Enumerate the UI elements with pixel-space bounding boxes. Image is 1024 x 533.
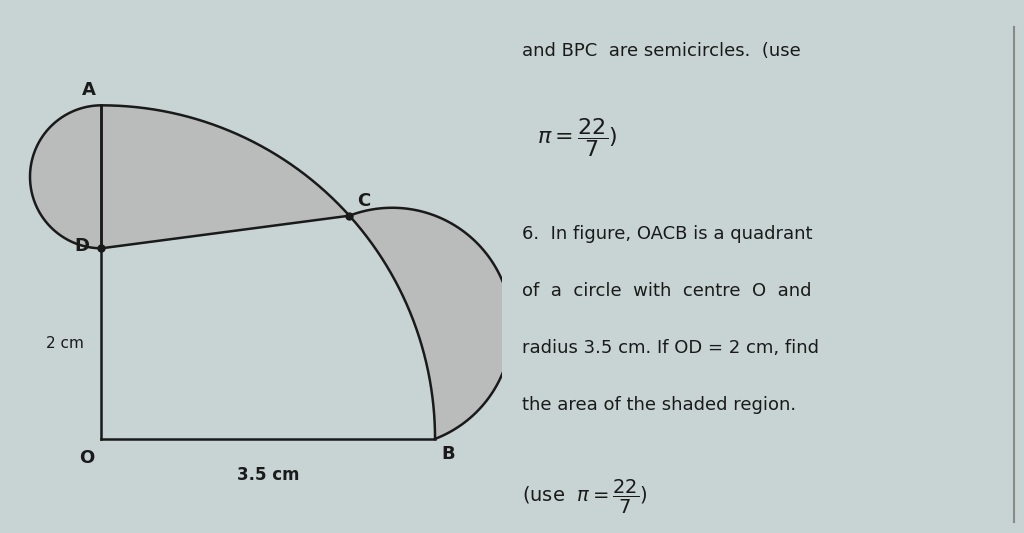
Text: O: O [79,449,94,467]
Text: D: D [74,237,89,255]
Text: (use  $\pi = \dfrac{22}{7}$): (use $\pi = \dfrac{22}{7}$) [522,478,647,516]
Text: of  a  circle  with  centre  O  and: of a circle with centre O and [522,282,812,300]
Text: 2 cm: 2 cm [46,336,84,351]
Text: 3.5 cm: 3.5 cm [237,466,299,483]
Text: and BPC  are semicircles.  (use: and BPC are semicircles. (use [522,42,801,60]
Text: $\pi = \dfrac{22}{7}$): $\pi = \dfrac{22}{7}$) [537,116,617,159]
Polygon shape [30,106,512,439]
Text: A: A [82,81,95,99]
Text: radius 3.5 cm. If OD = 2 cm, find: radius 3.5 cm. If OD = 2 cm, find [522,339,819,357]
Text: 6.  In figure, OACB is a quadrant: 6. In figure, OACB is a quadrant [522,225,812,243]
Text: C: C [356,191,370,209]
Text: the area of the shaded region.: the area of the shaded region. [522,396,797,414]
Text: B: B [441,445,455,463]
